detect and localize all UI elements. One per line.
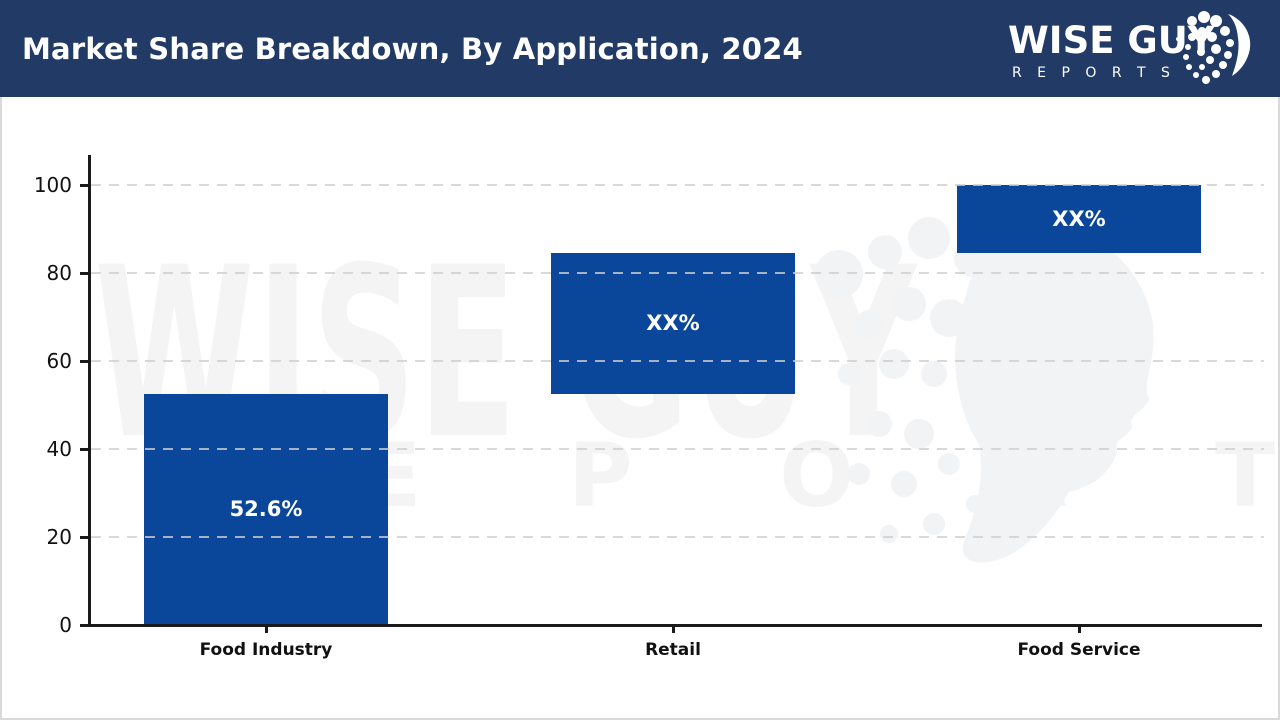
- y-tick-mark-20: [80, 536, 88, 539]
- y-tick-label: 60: [46, 349, 72, 373]
- x-category-label: Food Industry: [199, 640, 333, 660]
- header-bar: Market Share Breakdown, By Application, …: [0, 0, 1280, 97]
- gridline-100: [91, 184, 1264, 186]
- y-tick-mark-60: [80, 360, 88, 363]
- gridline-40: [91, 448, 1264, 450]
- x-tick-mark-1: [265, 626, 268, 633]
- y-tick-label: 100: [33, 173, 72, 197]
- x-tick-mark-2: [672, 626, 675, 633]
- gridline-60: [91, 360, 1264, 362]
- chart-title: Market Share Breakdown, By Application, …: [22, 31, 803, 66]
- gridline-80: [91, 272, 1264, 274]
- logo-line1: WISE GUY: [1008, 19, 1216, 62]
- bar-retail: XX%: [551, 253, 795, 394]
- y-tick-label: 20: [46, 525, 72, 549]
- wise-guy-logo: WISE GUY R E P O R T S: [1006, 7, 1258, 91]
- bar-value-label: 52.6%: [229, 497, 303, 522]
- watermark-head-icon: [815, 217, 1154, 563]
- y-tick-label: 40: [46, 437, 72, 461]
- logo-head-icon: [1176, 10, 1251, 84]
- bar-food-industry: 52.6%: [144, 393, 388, 625]
- y-axis-line: [88, 155, 91, 626]
- y-tick-mark-0: [80, 624, 88, 627]
- y-tick-label: 0: [59, 613, 72, 637]
- bar-food-service: XX%: [957, 185, 1201, 254]
- bar-value-label: XX%: [1052, 207, 1106, 232]
- bar-value-label: XX%: [646, 311, 700, 336]
- chart-area: WISE GUY R E P O R T S 02040608010052.6%…: [0, 97, 1280, 720]
- x-tick-mark-3: [1078, 626, 1081, 633]
- y-tick-label: 80: [46, 261, 72, 285]
- x-category-label: Food Service: [1017, 640, 1141, 660]
- x-category-label: Retail: [645, 640, 701, 660]
- logo-line2: R E P O R T S: [1012, 65, 1175, 81]
- y-tick-mark-100: [80, 184, 88, 187]
- y-tick-mark-80: [80, 272, 88, 275]
- wise-guy-logo-graphic: WISE GUY R E P O R T S: [1008, 10, 1251, 84]
- gridline-20: [91, 536, 1264, 538]
- x-axis-line: [88, 624, 1262, 627]
- y-tick-mark-40: [80, 448, 88, 451]
